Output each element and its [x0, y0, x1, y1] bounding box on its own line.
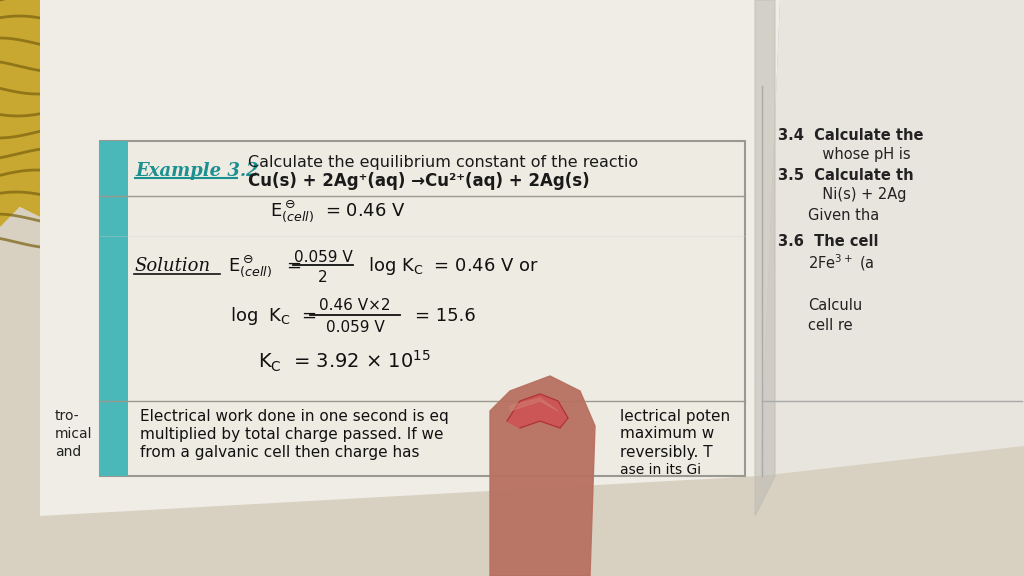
Text: K$_\mathrm{C}$  = 3.92 × 10$^{15}$: K$_\mathrm{C}$ = 3.92 × 10$^{15}$ [258, 348, 431, 374]
Text: Electrical work done in one second is eq: Electrical work done in one second is eq [140, 408, 449, 423]
Text: Cu(s) + 2Ag⁺(aq) →Cu²⁺(aq) + 2Ag(s): Cu(s) + 2Ag⁺(aq) →Cu²⁺(aq) + 2Ag(s) [248, 172, 590, 190]
Polygon shape [0, 0, 220, 226]
Polygon shape [755, 0, 775, 516]
Text: 3.4  Calculate the: 3.4 Calculate the [778, 128, 924, 143]
Text: 3.6  The cell: 3.6 The cell [778, 233, 879, 248]
Polygon shape [490, 376, 595, 576]
Polygon shape [0, 0, 180, 286]
Text: 0.46 V×2: 0.46 V×2 [319, 298, 391, 313]
Text: Example 3.2: Example 3.2 [135, 162, 259, 180]
Text: log  K$_\mathrm{C}$  =: log K$_\mathrm{C}$ = [230, 305, 316, 327]
Text: 3.5  Calculate th: 3.5 Calculate th [778, 169, 913, 184]
Text: Ni(s) + 2Ag: Ni(s) + 2Ag [790, 187, 906, 202]
Text: reversibly. T: reversibly. T [620, 445, 713, 460]
Text: Calculu: Calculu [808, 298, 862, 313]
Polygon shape [760, 0, 1024, 476]
Text: and: and [55, 445, 81, 459]
Polygon shape [507, 394, 568, 428]
Polygon shape [510, 398, 558, 411]
Text: whose pH is: whose pH is [790, 146, 910, 161]
Text: 0.059 V: 0.059 V [294, 249, 352, 264]
Text: = 15.6: = 15.6 [415, 307, 476, 325]
Text: log K$_\mathrm{C}$  = 0.46 V or: log K$_\mathrm{C}$ = 0.46 V or [368, 255, 539, 277]
Text: 0.059 V: 0.059 V [326, 320, 384, 335]
Text: 2Fe$^{3+}$ (a: 2Fe$^{3+}$ (a [808, 253, 874, 274]
Text: 2: 2 [318, 270, 328, 285]
Text: $\mathrm{E}^\ominus_{(cell)}$: $\mathrm{E}^\ominus_{(cell)}$ [228, 253, 272, 279]
Polygon shape [820, 0, 1024, 276]
FancyBboxPatch shape [100, 141, 128, 476]
Text: tro-: tro- [55, 409, 80, 423]
Text: Solution: Solution [134, 257, 210, 275]
FancyBboxPatch shape [100, 141, 745, 476]
Text: maximum w: maximum w [620, 426, 715, 441]
Text: lectrical poten: lectrical poten [620, 408, 730, 423]
Text: cell re: cell re [808, 319, 853, 334]
Text: mical: mical [55, 427, 92, 441]
Text: Calculate the equilibrium constant of the reactio: Calculate the equilibrium constant of th… [248, 156, 638, 170]
Polygon shape [40, 0, 780, 516]
Text: Given tha: Given tha [808, 209, 880, 223]
Polygon shape [750, 0, 1024, 276]
Text: =: = [286, 257, 301, 275]
Text: $\mathrm{E}^\ominus_{(cell)}$  = 0.46 V: $\mathrm{E}^\ominus_{(cell)}$ = 0.46 V [270, 198, 406, 224]
Text: ase in its Gi: ase in its Gi [620, 463, 701, 477]
Text: from a galvanic cell then charge has: from a galvanic cell then charge has [140, 445, 420, 460]
Text: multiplied by total charge passed. If we: multiplied by total charge passed. If we [140, 426, 443, 441]
